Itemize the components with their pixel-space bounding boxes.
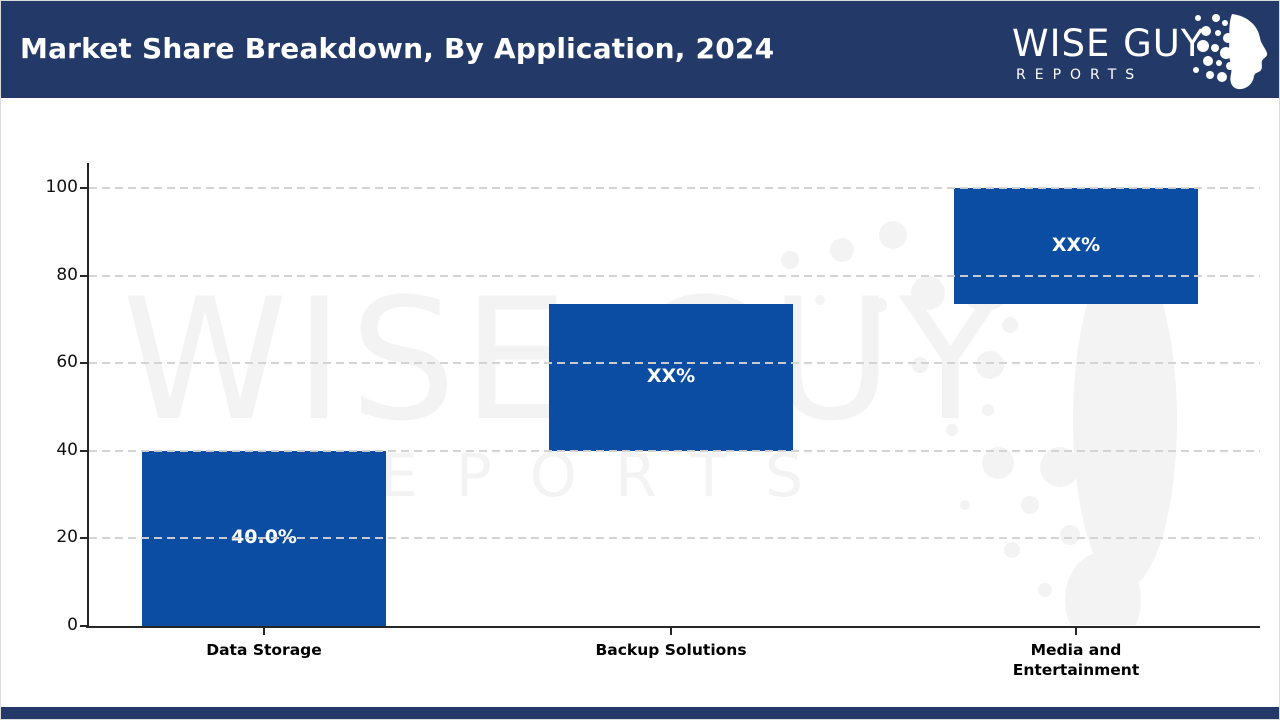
y-tick-label: 40 [56,439,78,460]
grid-line [89,449,1260,452]
x-tick-mark [670,627,672,635]
y-tick-mark [80,625,88,627]
logo-text-secondary: REPORTS [1016,67,1143,83]
logo-text-primary: WISE GUY [1012,22,1204,65]
grid-line [89,362,1260,365]
y-tick-label: 60 [56,352,78,373]
y-tick-mark [80,187,88,189]
grid-line [89,187,1260,189]
y-axis-spine [87,163,89,628]
y-tick-mark [80,362,88,365]
y-tick-label: 100 [45,177,78,197]
y-tick-mark [80,537,88,540]
grid-line [89,537,1260,540]
bar: XX% [549,304,793,451]
x-axis-spine [86,626,1260,628]
bar-value-label: XX% [1051,234,1101,257]
x-tick-mark [263,627,265,635]
footer-band [0,707,1280,720]
y-tick-mark [80,449,88,452]
bar: XX% [954,188,1198,305]
y-tick-mark [80,274,88,277]
y-tick-label: 80 [56,264,78,285]
y-tick-label: 20 [56,527,78,548]
x-category-label: Media and Entertainment [1012,641,1140,679]
bar-value-label: XX% [646,365,696,388]
chart-title: Market Share Breakdown, By Application, … [20,32,775,65]
x-tick-mark [1075,627,1077,635]
y-tick-label: 0 [67,615,78,635]
x-category-label: Backup Solutions [595,641,747,659]
logo-face-icon [1193,14,1268,90]
header-band: Market Share Breakdown, By Application, … [0,0,1280,98]
wise-guy-reports-logo: WISE GUY REPORTS [1012,14,1268,90]
x-category-label: Data Storage [206,641,322,659]
grid-line [89,274,1260,277]
